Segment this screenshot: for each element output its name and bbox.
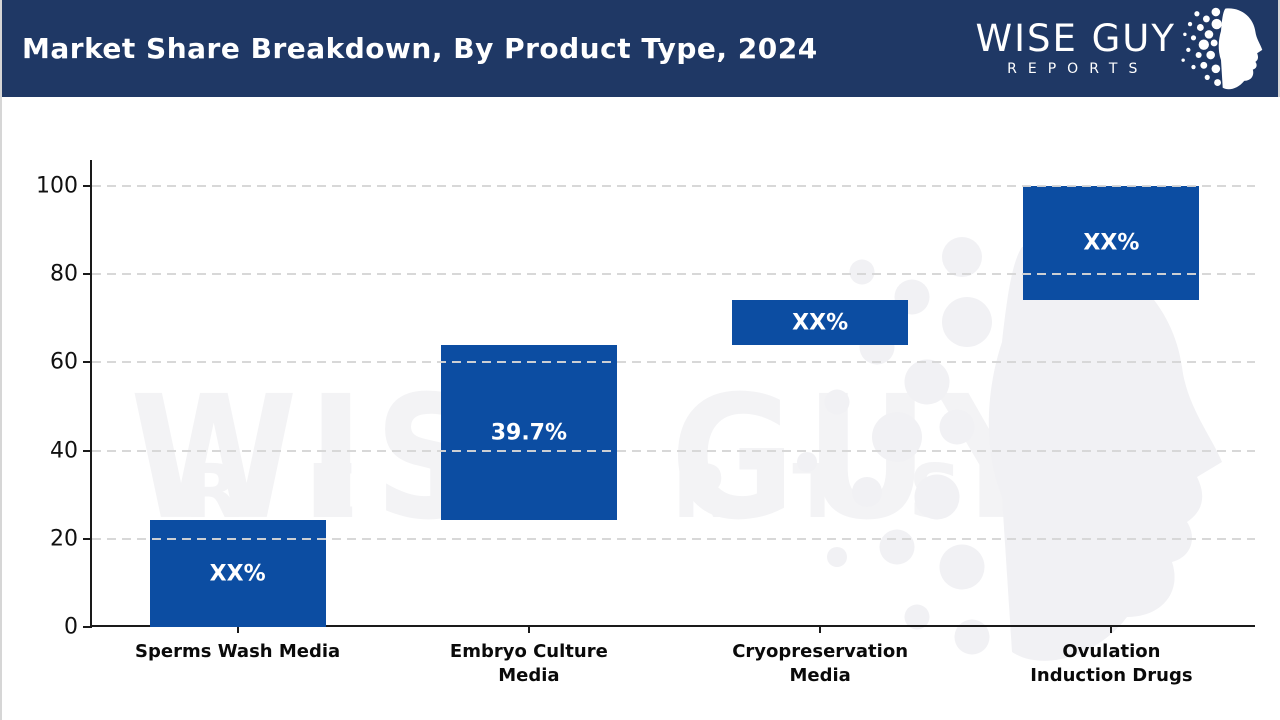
bar-value-label: 39.7% <box>490 420 568 446</box>
x-category-label-line: Media <box>789 665 851 687</box>
y-tick-label: 40 <box>50 438 78 464</box>
x-category-label: Ovulation Induction Drugs <box>966 640 1257 689</box>
y-tick-mark <box>83 361 92 364</box>
brand-wordmark: WISE GUY REPORTS <box>976 20 1176 77</box>
y-tick-label: 0 <box>64 614 78 640</box>
brand-logo: WISE GUY REPORTS <box>976 5 1278 93</box>
bar-value-label: XX% <box>209 561 266 587</box>
x-category-label-line: Embryo Culture <box>449 641 608 662</box>
brand-face-icon <box>1181 7 1263 89</box>
x-category-label-line: Induction Drugs <box>1030 665 1193 687</box>
chart-area: WISE GUY REPORTS 020406080100XX%39.7%XX%… <box>2 97 1280 720</box>
y-tick-label: 100 <box>36 173 78 199</box>
bar-value-label: XX% <box>792 310 849 336</box>
gridline <box>92 449 1255 452</box>
x-category-label: Cryopreservation Media <box>675 640 966 689</box>
brand-subtitle-label: REPORTS <box>1007 61 1149 77</box>
bar-value-label: XX% <box>1083 230 1140 256</box>
y-tick-label: 20 <box>50 526 78 552</box>
x-category-label-line: Media <box>498 665 560 687</box>
gridline <box>92 361 1255 364</box>
y-tick-mark <box>83 273 92 276</box>
x-category-label-line: Sperms Wash Media <box>135 641 341 662</box>
x-category-label-line: Cryopreservation <box>732 641 909 662</box>
x-tick-mark <box>527 625 530 633</box>
x-tick-mark <box>819 625 822 633</box>
y-tick-label: 80 <box>50 261 78 287</box>
y-tick-mark <box>83 185 92 188</box>
y-tick-mark <box>83 626 92 628</box>
y-tick-mark <box>83 537 92 540</box>
watermark-face-icon <box>797 237 1222 661</box>
bar-segment <box>440 345 617 521</box>
x-category-label: Sperms Wash Media <box>92 640 383 664</box>
plot-area: 0 20 40 60 80 100 XX% 39.7% XX% XX% Sperms Wash Me… <box>36 160 1255 686</box>
brand-name-label: WISE GUY <box>975 17 1176 60</box>
gridline <box>92 185 1255 188</box>
x-category-label-line: Ovulation <box>1062 641 1161 662</box>
page-title: Market Share Breakdown, By Product Type,… <box>22 32 818 65</box>
gridline <box>92 273 1255 276</box>
bar-segment <box>1023 186 1200 301</box>
y-tick-label: 60 <box>50 349 78 375</box>
x-tick-mark <box>236 625 239 633</box>
bar-segment <box>732 300 909 346</box>
x-category-label: Embryo Culture Media <box>383 640 674 689</box>
header: Market Share Breakdown, By Product Type,… <box>2 0 1278 97</box>
x-tick-mark <box>1110 625 1113 633</box>
y-tick-mark <box>83 449 92 452</box>
gridline <box>92 537 1255 540</box>
